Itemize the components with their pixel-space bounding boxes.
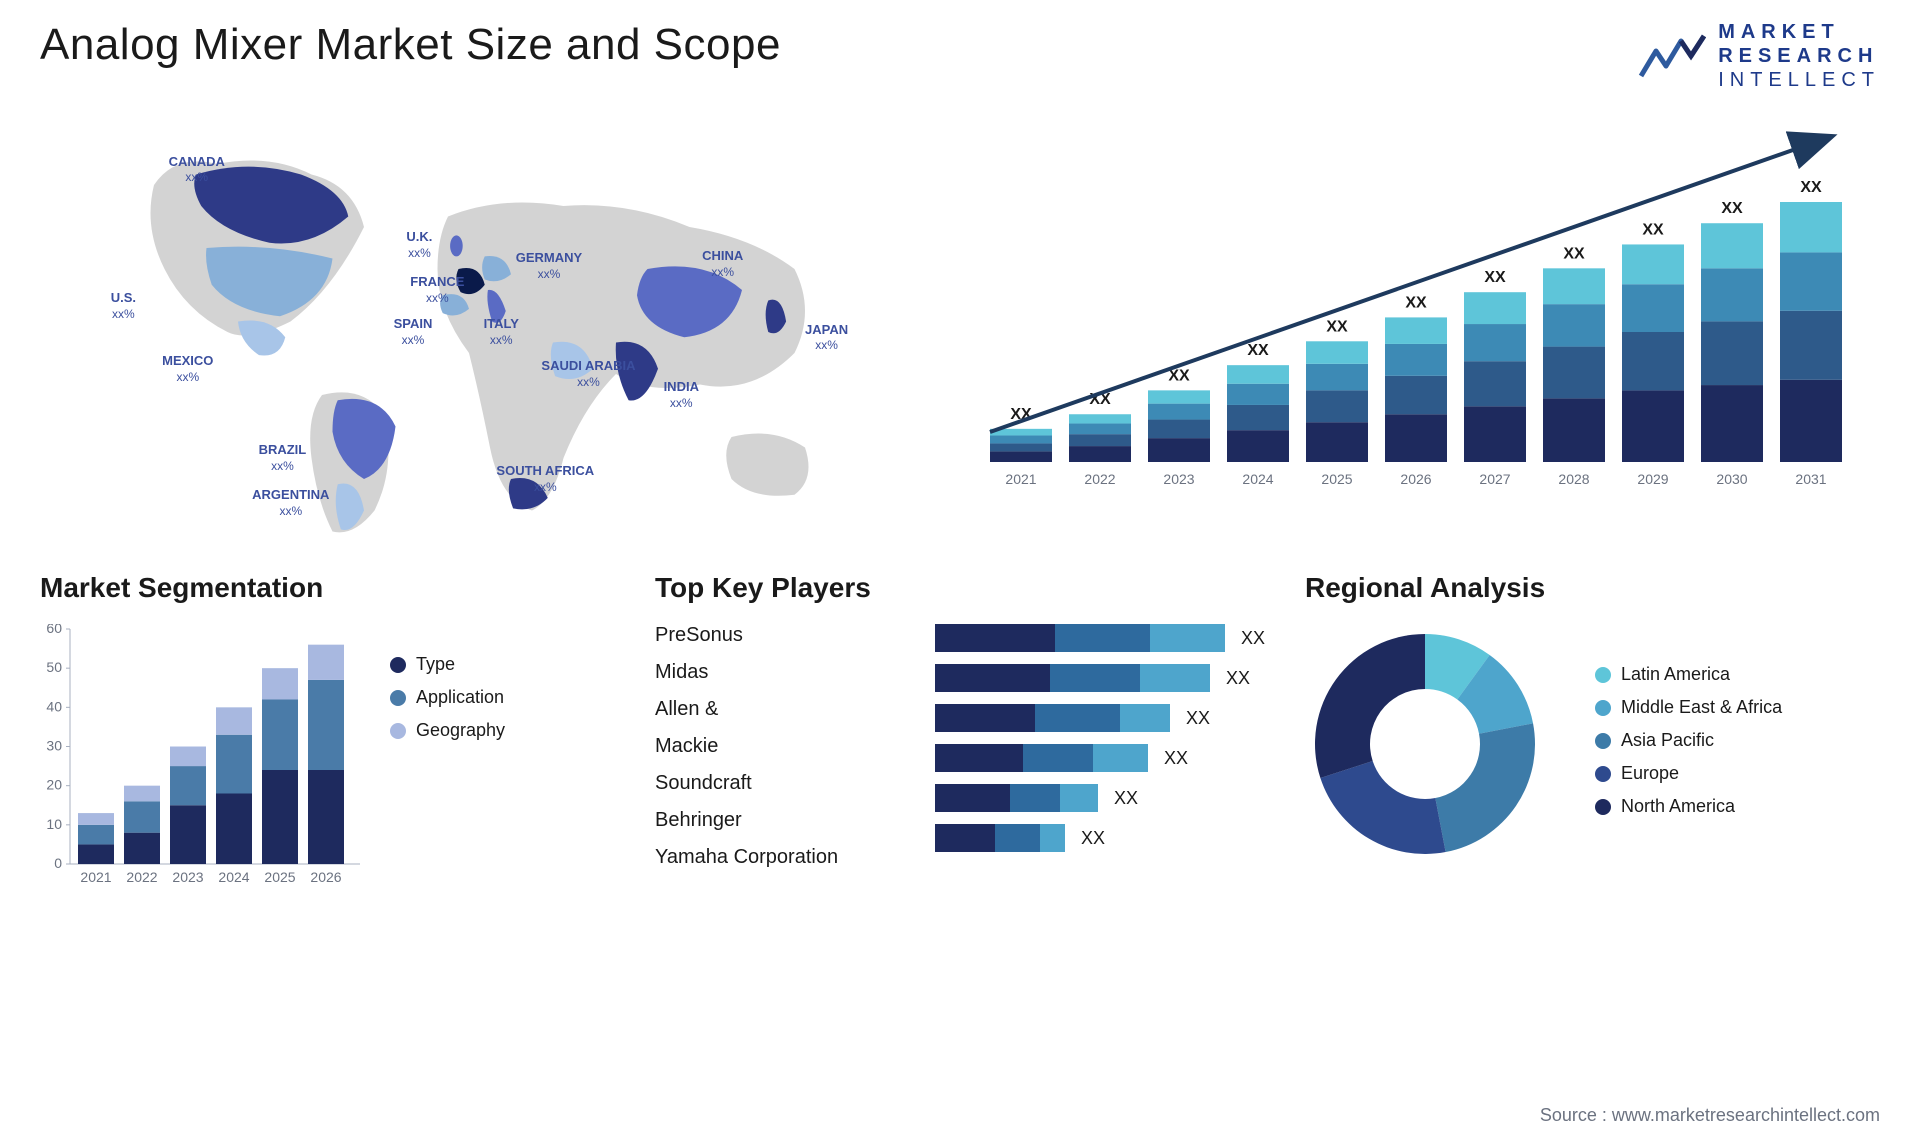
- legend-item: Europe: [1595, 763, 1880, 784]
- player-bar: XX: [935, 704, 1265, 732]
- legend-item: Application: [390, 687, 615, 708]
- map-label: BRAZILxx%: [259, 442, 307, 473]
- source-text: Source : www.marketresearchintellect.com: [1540, 1105, 1880, 1126]
- svg-text:2026: 2026: [310, 869, 341, 884]
- svg-text:2023: 2023: [1163, 471, 1194, 487]
- svg-text:XX: XX: [1563, 245, 1585, 262]
- forecast-chart: XX 2021 XX 2022 XX 2023 XX 2024 XX 2025 XX 2026 XX 20…: [980, 122, 1880, 542]
- map-label: U.S.xx%: [111, 290, 136, 321]
- svg-text:2021: 2021: [1005, 471, 1036, 487]
- svg-text:2024: 2024: [1242, 471, 1273, 487]
- map-label: U.K.xx%: [406, 229, 432, 260]
- regional-panel: Regional Analysis Latin America Middle Ea…: [1305, 572, 1880, 912]
- map-label: CANADAxx%: [169, 154, 225, 185]
- svg-text:2031: 2031: [1795, 471, 1826, 487]
- legend-item: Latin America: [1595, 664, 1880, 685]
- player-name: Allen &: [655, 698, 875, 721]
- map-label: INDIAxx%: [664, 379, 699, 410]
- map-label: MEXICOxx%: [162, 353, 213, 384]
- map-label: SOUTH AFRICAxx%: [496, 463, 594, 494]
- svg-text:2023: 2023: [172, 869, 203, 884]
- svg-text:2025: 2025: [1321, 471, 1352, 487]
- svg-text:2025: 2025: [264, 869, 295, 884]
- segmentation-legend: Type Application Geography: [390, 624, 615, 884]
- player-name: Soundcraft: [655, 772, 875, 795]
- regional-legend: Latin America Middle East & Africa Asia Pa…: [1595, 664, 1880, 829]
- regional-title: Regional Analysis: [1305, 572, 1880, 604]
- svg-text:XX: XX: [1642, 221, 1664, 238]
- player-bar: XX: [935, 744, 1265, 772]
- svg-text:XX: XX: [1326, 318, 1348, 335]
- svg-text:2029: 2029: [1637, 471, 1668, 487]
- page-title: Analog Mixer Market Size and Scope: [40, 20, 781, 70]
- player-name: Behringer: [655, 809, 875, 832]
- logo-line1: MARKET: [1718, 21, 1840, 43]
- players-title: Top Key Players: [655, 572, 1265, 604]
- svg-text:40: 40: [46, 698, 62, 714]
- svg-text:2026: 2026: [1400, 471, 1431, 487]
- map-label: CHINAxx%: [702, 248, 743, 279]
- svg-text:XX: XX: [1800, 179, 1822, 196]
- legend-item: Type: [390, 654, 615, 675]
- svg-text:10: 10: [46, 816, 62, 832]
- map-label: FRANCExx%: [410, 274, 464, 305]
- legend-item: North America: [1595, 796, 1880, 817]
- player-name: PreSonus: [655, 624, 875, 647]
- svg-text:60: 60: [46, 624, 62, 636]
- map-label: ARGENTINAxx%: [252, 487, 329, 518]
- svg-text:0: 0: [54, 855, 62, 871]
- player-bar: XX: [935, 624, 1265, 652]
- map-label: ITALYxx%: [484, 316, 519, 347]
- player-name: Mackie: [655, 735, 875, 758]
- player-bar: XX: [935, 824, 1265, 852]
- svg-text:2028: 2028: [1558, 471, 1589, 487]
- svg-text:20: 20: [46, 777, 62, 793]
- regional-donut: [1305, 624, 1565, 869]
- segmentation-chart: 0 10 20 30 40 50 60 2021 2022 2023 2024 2025 2026: [40, 624, 360, 884]
- svg-text:2027: 2027: [1479, 471, 1510, 487]
- segmentation-title: Market Segmentation: [40, 572, 615, 604]
- world-map: CANADAxx% U.S.xx% MEXICOxx% BRAZILxx% ARGENT…: [40, 122, 940, 542]
- logo-mark-icon: [1636, 26, 1706, 86]
- svg-text:2021: 2021: [80, 869, 111, 884]
- svg-text:XX: XX: [1247, 342, 1269, 359]
- svg-text:30: 30: [46, 738, 62, 754]
- svg-text:XX: XX: [1405, 294, 1427, 311]
- svg-text:2024: 2024: [218, 869, 249, 884]
- svg-text:2022: 2022: [1084, 471, 1115, 487]
- player-name: Yamaha Corporation: [655, 846, 875, 869]
- player-bar: XX: [935, 784, 1265, 812]
- forecast-svg: XX 2021 XX 2022 XX 2023 XX 2024 XX 2025 XX 2026 XX 20…: [980, 122, 1850, 502]
- map-label: JAPANxx%: [805, 322, 848, 353]
- svg-text:XX: XX: [1721, 200, 1743, 217]
- brand-logo: MARKET RESEARCH INTELLECT: [1636, 20, 1880, 92]
- player-name: Midas: [655, 661, 875, 684]
- svg-text:50: 50: [46, 659, 62, 675]
- logo-line2: RESEARCH: [1718, 45, 1878, 67]
- map-label: SPAINxx%: [394, 316, 433, 347]
- player-bar: XX: [935, 664, 1265, 692]
- players-panel: Top Key Players PreSonus Midas Allen & Mack…: [655, 572, 1265, 912]
- segmentation-panel: Market Segmentation 0 10 20 30 40 50 60 2021 202…: [40, 572, 615, 912]
- svg-text:2030: 2030: [1716, 471, 1747, 487]
- legend-item: Geography: [390, 720, 615, 741]
- players-bars: XX XX XX XX XX XX: [935, 624, 1265, 883]
- map-label: SAUDI ARABIAxx%: [541, 358, 635, 389]
- logo-line3: INTELLECT: [1718, 68, 1880, 92]
- svg-text:XX: XX: [1484, 269, 1506, 286]
- players-list: PreSonus Midas Allen & Mackie Soundcraft Behr…: [655, 624, 875, 883]
- svg-text:2022: 2022: [126, 869, 157, 884]
- legend-item: Asia Pacific: [1595, 730, 1880, 751]
- map-label: GERMANYxx%: [516, 250, 582, 281]
- legend-item: Middle East & Africa: [1595, 697, 1880, 718]
